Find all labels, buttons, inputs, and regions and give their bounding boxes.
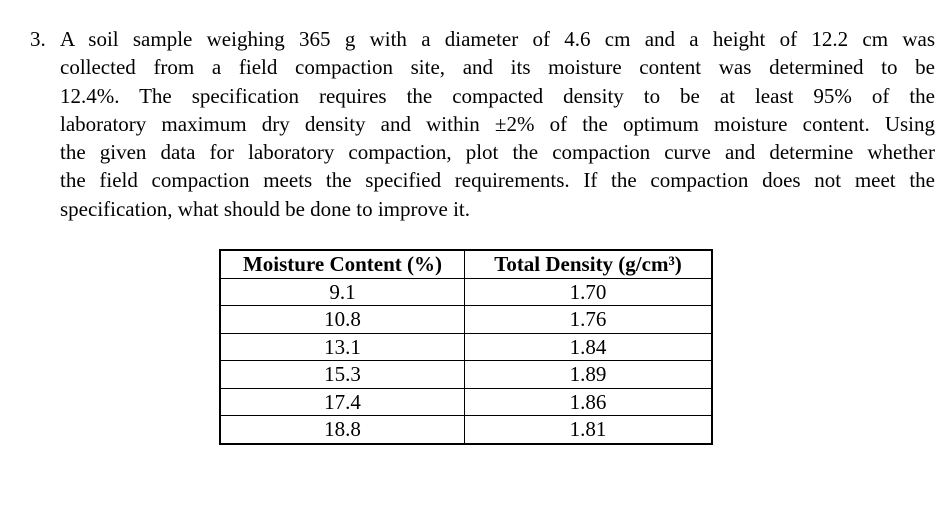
problem-text-line: the given data for laboratory compaction… [60,140,935,165]
column-header-moisture-content: Moisture Content (%) [219,249,465,279]
problem-text-line: laboratory maximum dry density and withi… [60,111,935,136]
column-header-total-density: Total Density (g/cm³) [464,249,713,279]
problem-text-line: specification, what should be done to im… [60,196,470,221]
table-header-row: Moisture Content (%) Total Density (g/cm… [219,249,713,279]
problem-number: 3. [30,27,46,51]
table-cell-moisture: 13.1 [219,332,465,361]
problem-text-line: 12.4%. The specification requires the co… [60,83,935,108]
table-row: 17.4 1.86 [219,387,713,416]
table-row: 15.3 1.89 [219,360,713,389]
problem-statement: 3. A soil sample weighing 365 g with a d… [30,25,935,223]
table-row: 9.1 1.70 [219,277,713,306]
problem-text-line: collected from a field compaction site, … [60,55,935,80]
table-cell-moisture: 17.4 [219,387,465,416]
table-row: 10.8 1.76 [219,305,713,334]
table-cell-density: 1.70 [464,277,713,306]
table-cell-density: 1.76 [464,305,713,334]
table-cell-moisture: 10.8 [219,305,465,334]
table-cell-density: 1.84 [464,332,713,361]
problem-text-line: the field compaction meets the specified… [60,168,935,193]
table-cell-density: 1.81 [464,415,713,444]
table-cell-moisture: 15.3 [219,360,465,389]
table-cell-density: 1.89 [464,360,713,389]
table-cell-moisture: 9.1 [219,277,465,306]
table-cell-density: 1.86 [464,387,713,416]
table-cell-moisture: 18.8 [219,415,465,444]
table-row: 13.1 1.84 [219,332,713,361]
table-row: 18.8 1.81 [219,415,713,444]
problem-text-line: A soil sample weighing 365 g with a diam… [60,27,935,51]
compaction-data-table: Moisture Content (%) Total Density (g/cm… [219,249,713,445]
problem-paragraph: A soil sample weighing 365 g with a diam… [60,25,935,223]
